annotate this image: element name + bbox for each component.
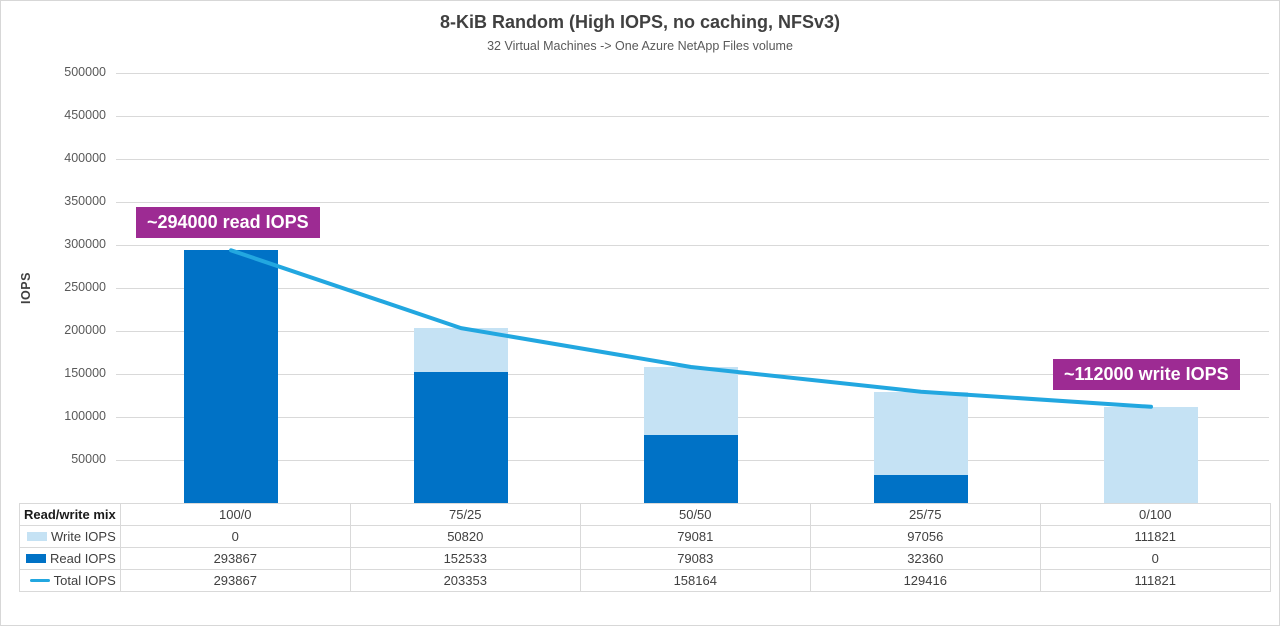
write-iops-bar-segment <box>1104 406 1198 503</box>
total-iops-line <box>229 248 1153 409</box>
value-cell: 79083 <box>579 547 811 570</box>
data-table: Read/write mix 100/0 75/25 50/50 25/75 0/100 W… <box>19 503 1271 592</box>
y-axis-tick-label: 200000 <box>64 323 106 337</box>
value-cell: 0 <box>1039 547 1271 570</box>
gridline <box>116 288 1269 289</box>
read-iops-legend-cell: Read IOPS <box>19 547 121 570</box>
read-iops-label: Read IOPS <box>50 551 116 566</box>
y-axis-tick-label: 500000 <box>64 65 106 79</box>
read-iops-swatch <box>26 554 46 563</box>
table-row: Total IOPS 293867 203353 158164 129416 111821 <box>19 569 1271 592</box>
read-iops-annotation: ~294000 read IOPS <box>136 207 320 238</box>
value-cell: 203353 <box>349 569 581 592</box>
read-iops-bar-segment <box>414 371 508 503</box>
gridline <box>116 331 1269 332</box>
value-cell: 293867 <box>119 569 351 592</box>
y-axis-tick-labels: 500000 450000 400000 350000 300000 250000 2000… <box>1 65 106 503</box>
plot-area <box>116 73 1269 503</box>
chart-title: 8-KiB Random (High IOPS, no caching, NFS… <box>439 12 841 32</box>
total-iops-swatch <box>29 579 50 582</box>
write-iops-bar-segment <box>644 367 738 435</box>
value-cell: 293867 <box>119 547 351 570</box>
table-row: Read IOPS 293867 152533 79083 32360 0 <box>19 547 1271 570</box>
gridline <box>116 116 1269 117</box>
write-iops-annotation: ~112000 write IOPS <box>1053 359 1240 390</box>
category-cell: 75/25 <box>349 503 581 526</box>
y-axis-tick-label: 100000 <box>64 409 106 423</box>
chart-subtitle: 32 Virtual Machines -> One Azure NetApp … <box>487 39 793 53</box>
y-axis-tick-label: 300000 <box>64 237 106 251</box>
table-row: Write IOPS 0 50820 79081 97056 111821 <box>19 525 1271 548</box>
value-cell: 129416 <box>809 569 1041 592</box>
y-axis-tick-label: 350000 <box>64 194 106 208</box>
category-cell: 25/75 <box>809 503 1041 526</box>
value-cell: 111821 <box>1039 569 1271 592</box>
y-axis-tick-label: 450000 <box>64 108 106 122</box>
category-cell: 100/0 <box>119 503 351 526</box>
category-cell: 0/100 <box>1039 503 1271 526</box>
gridline <box>116 159 1269 160</box>
category-cell: 50/50 <box>579 503 811 526</box>
gridline <box>116 73 1269 74</box>
value-cell: 152533 <box>349 547 581 570</box>
value-cell: 97056 <box>809 525 1041 548</box>
y-axis-tick-label: 50000 <box>71 452 106 466</box>
y-axis-tick-label: 400000 <box>64 151 106 165</box>
y-axis-tick-label: 150000 <box>64 366 106 380</box>
row-header-cell: Read/write mix <box>19 503 121 526</box>
value-cell: 111821 <box>1039 525 1271 548</box>
write-iops-bar-segment <box>874 391 968 476</box>
read-iops-bar-segment <box>644 435 738 503</box>
y-axis-tick-label: 250000 <box>64 280 106 294</box>
total-iops-legend-cell: Total IOPS <box>19 569 121 592</box>
write-iops-legend-cell: Write IOPS <box>19 525 121 548</box>
gridline <box>116 202 1269 203</box>
value-cell: 50820 <box>349 525 581 548</box>
read-iops-bar-segment <box>874 475 968 503</box>
value-cell: 32360 <box>809 547 1041 570</box>
value-cell: 0 <box>119 525 351 548</box>
read-iops-bar-segment <box>184 250 278 503</box>
write-iops-label: Write IOPS <box>50 529 116 544</box>
value-cell: 158164 <box>579 569 811 592</box>
gridline <box>116 245 1269 246</box>
total-iops-label: Total IOPS <box>53 573 116 588</box>
value-cell: 79081 <box>579 525 811 548</box>
write-iops-swatch <box>26 532 47 541</box>
table-row: Read/write mix 100/0 75/25 50/50 25/75 0/100 <box>19 503 1271 526</box>
